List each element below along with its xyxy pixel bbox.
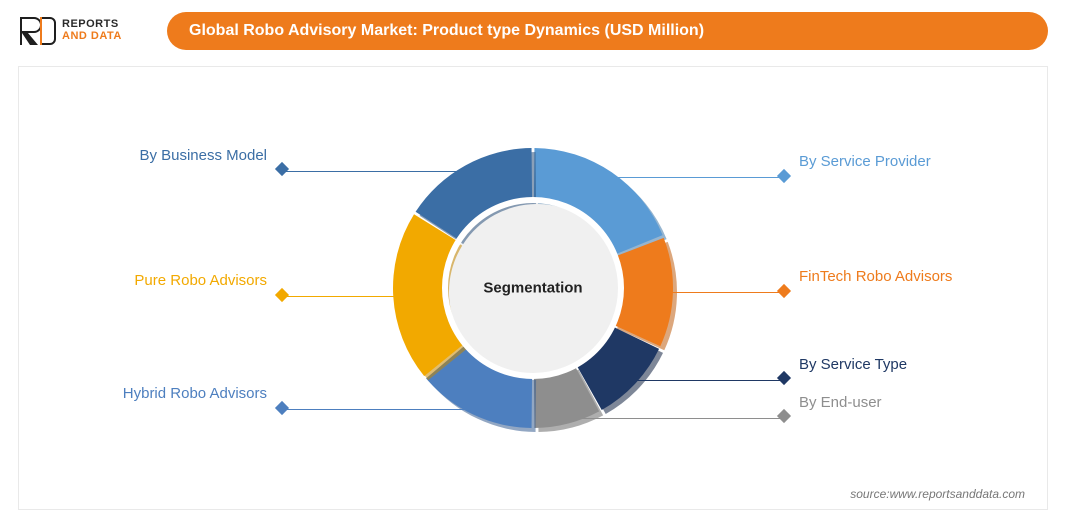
callout-service_provider: By Service Provider <box>779 167 931 184</box>
callout-label-business_model: By Business Model <box>139 147 267 164</box>
callout-pure: Pure Robo Advisors <box>134 286 287 303</box>
callout-diamond-icon <box>275 162 289 176</box>
callout-business_model: By Business Model <box>139 161 287 178</box>
callout-diamond-icon <box>777 169 791 183</box>
source-attribution: source:www.reportsanddata.com <box>850 487 1025 501</box>
callout-diamond-icon <box>275 401 289 415</box>
donut-chart: Segmentation <box>378 133 688 443</box>
header-row: REPORTS AND DATA Global Robo Advisory Ma… <box>0 0 1066 52</box>
donut-center-label: Segmentation <box>483 280 582 297</box>
callout-fintech: FinTech Robo Advisors <box>779 282 952 299</box>
callout-label-service_provider: By Service Provider <box>799 153 931 170</box>
title-bar: Global Robo Advisory Market: Product typ… <box>167 12 1048 50</box>
callout-service_type: By Service Type <box>779 370 907 387</box>
chart-frame: Segmentation source:www.reportsanddata.c… <box>18 66 1048 510</box>
callout-diamond-icon <box>777 284 791 298</box>
callout-label-service_type: By Service Type <box>799 356 907 373</box>
callout-label-fintech: FinTech Robo Advisors <box>799 268 952 285</box>
callout-label-end_user: By End-user <box>799 394 882 411</box>
callout-label-pure: Pure Robo Advisors <box>134 272 267 289</box>
brand-logo: REPORTS AND DATA <box>18 10 153 52</box>
callout-hybrid: Hybrid Robo Advisors <box>123 399 287 416</box>
callout-diamond-icon <box>275 288 289 302</box>
callout-end_user: By End-user <box>779 408 882 425</box>
callout-diamond-icon <box>777 409 791 423</box>
brand-logo-text: REPORTS AND DATA <box>62 19 122 42</box>
brand-logo-line2: AND DATA <box>62 31 122 43</box>
brand-logo-mark <box>18 15 56 47</box>
callout-label-hybrid: Hybrid Robo Advisors <box>123 385 267 402</box>
callout-diamond-icon <box>777 371 791 385</box>
